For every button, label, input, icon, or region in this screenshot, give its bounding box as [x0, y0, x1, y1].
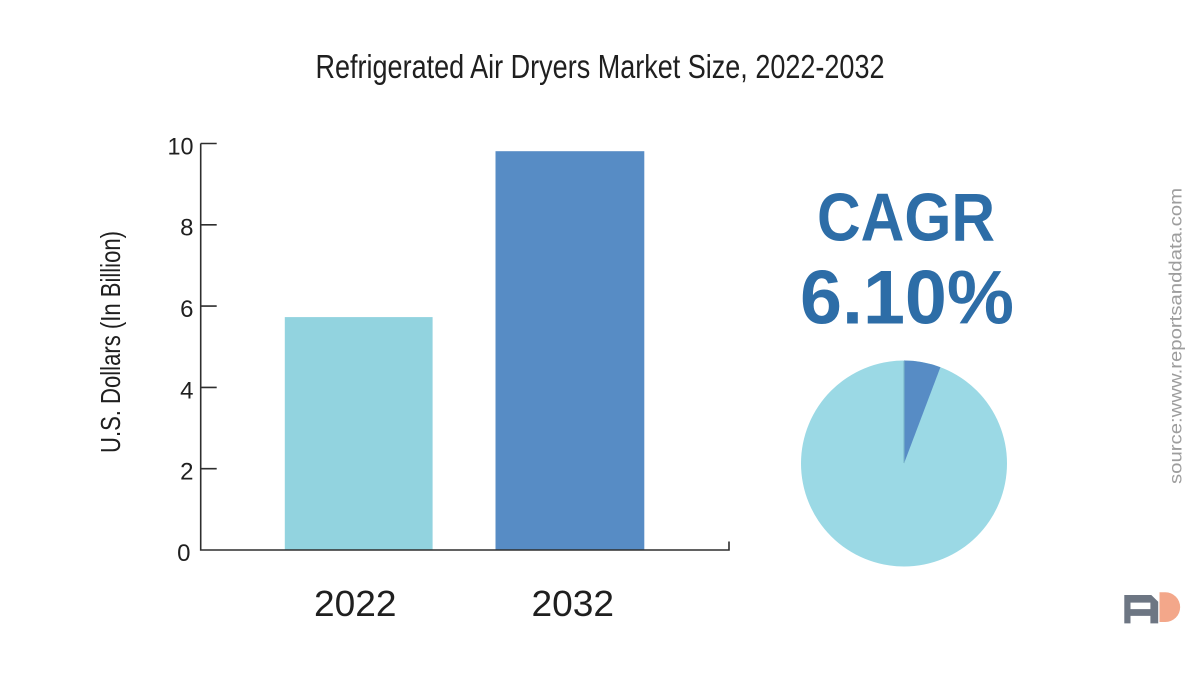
svg-text:8: 8 — [180, 215, 193, 242]
svg-text:2032: 2032 — [532, 583, 615, 624]
svg-text:2: 2 — [180, 459, 193, 486]
svg-text:CAGR: CAGR — [817, 180, 995, 256]
svg-text:6: 6 — [180, 296, 193, 323]
svg-text:2022: 2022 — [314, 583, 397, 624]
svg-text:4: 4 — [180, 377, 193, 404]
svg-text:Refrigerated Air Dryers Market: Refrigerated Air Dryers Market Size, 202… — [316, 49, 885, 86]
svg-text:U.S. Dollars (In Billion): U.S. Dollars (In Billion) — [95, 231, 126, 453]
svg-text:6.10%: 6.10% — [800, 256, 1014, 341]
svg-text:10: 10 — [168, 133, 194, 160]
svg-text:source:www.reportsanddata.com: source:www.reportsanddata.com — [1166, 188, 1186, 484]
svg-text:0: 0 — [177, 540, 190, 567]
